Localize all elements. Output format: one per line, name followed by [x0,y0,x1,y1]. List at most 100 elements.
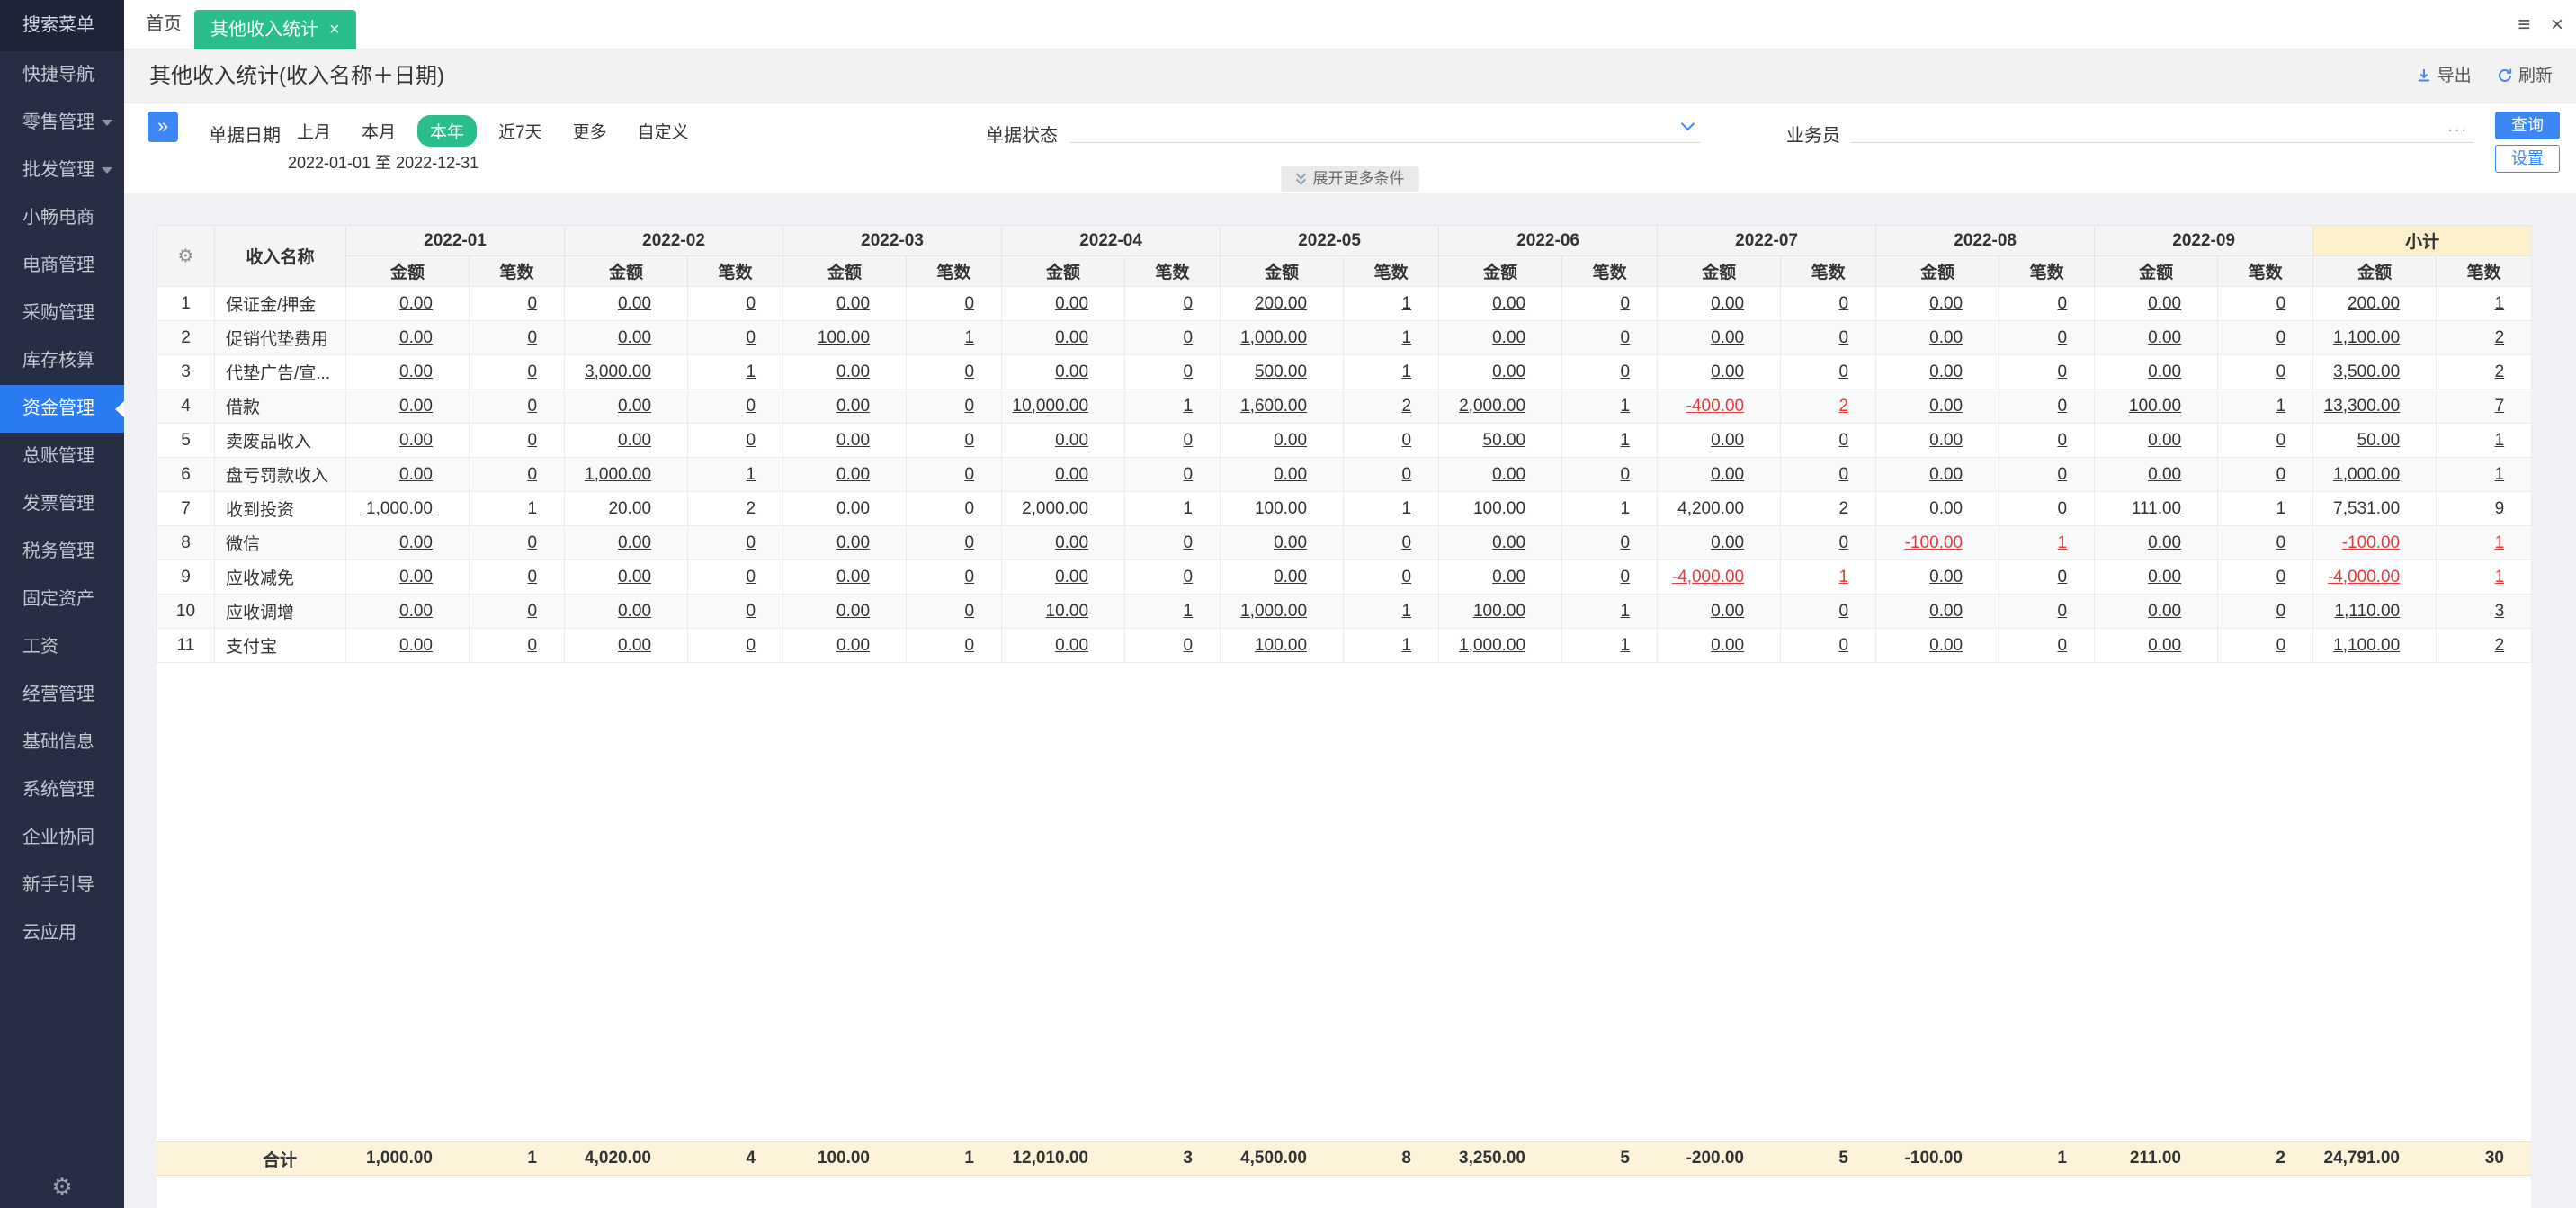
amount-cell[interactable]: 111.00 [2094,491,2219,526]
count-cell[interactable]: 0 [687,559,784,595]
count-link[interactable]: 1 [1183,498,1194,518]
amount-cell[interactable]: -4,000.00 [2312,559,2437,595]
count-link[interactable]: 0 [2057,430,2068,450]
amount-link[interactable]: 0.00 [1929,601,1963,621]
count-link[interactable]: 0 [746,532,756,552]
count-link[interactable]: 1 [2494,293,2505,313]
count-link[interactable]: 0 [964,532,975,552]
amount-link[interactable]: 0.00 [399,396,433,416]
amount-link[interactable]: 0.00 [2148,327,2182,347]
amount-link[interactable]: 0.00 [399,327,433,347]
amount-link[interactable]: 1,000.00 [366,498,433,518]
count-link[interactable]: 0 [1401,430,1412,450]
count-cell[interactable]: 7 [2436,389,2533,424]
count-cell[interactable]: 1 [1561,628,1659,663]
count-cell[interactable]: 0 [1124,354,1221,389]
amount-link[interactable]: 0.00 [836,635,871,655]
amount-link[interactable]: 0.00 [1929,396,1963,416]
count-link[interactable]: 0 [746,601,756,621]
count-link[interactable]: 0 [1620,567,1631,586]
count-link[interactable]: 0 [2057,601,2068,621]
tabbar-close-icon[interactable]: × [2550,13,2563,37]
count-cell[interactable]: 1 [2217,491,2314,526]
count-link[interactable]: 1 [2276,396,2286,416]
amount-cell[interactable]: -400.00 [1657,389,1782,424]
amount-link[interactable]: 0.00 [1711,601,1745,621]
amount-link[interactable]: 0.00 [618,396,652,416]
count-link[interactable]: 0 [964,498,975,518]
amount-link[interactable]: 0.00 [1055,327,1089,347]
salesman-more-icon[interactable]: ... [2447,116,2468,136]
amount-link[interactable]: 0.00 [2148,532,2182,552]
amount-link[interactable]: 0.00 [836,430,871,450]
count-link[interactable]: 0 [2276,293,2286,313]
amount-cell[interactable]: 0.00 [783,491,908,526]
quick-option-4[interactable]: 近7天 [498,123,542,142]
count-link[interactable]: 1 [2494,464,2505,484]
amount-link[interactable]: 10,000.00 [1012,396,1089,416]
count-cell[interactable]: 0 [906,525,1003,560]
amount-link[interactable]: 7,531.00 [2333,498,2401,518]
amount-cell[interactable]: 1,110.00 [2312,594,2437,629]
sidebar-search[interactable]: 搜索菜单 [0,0,124,51]
amount-cell[interactable]: 0.00 [1001,354,1126,389]
sidebar-item-17[interactable]: 企业协同 [0,814,124,862]
sidebar-item-8[interactable]: 资金管理 [0,385,124,433]
amount-cell[interactable]: 0.00 [2094,628,2219,663]
amount-cell[interactable]: 0.00 [1657,594,1782,629]
count-cell[interactable]: 0 [906,491,1003,526]
count-link[interactable]: 0 [1183,464,1194,484]
count-link[interactable]: 1 [2276,498,2286,518]
count-link[interactable]: 0 [527,293,538,313]
count-link[interactable]: 1 [964,327,975,347]
count-cell[interactable]: 0 [2217,286,2314,321]
count-cell[interactable]: 0 [468,559,566,595]
count-cell[interactable]: 0 [1999,457,2096,492]
amount-cell[interactable]: 2,000.00 [1001,491,1126,526]
amount-link[interactable]: 1,000.00 [1240,601,1308,621]
amount-cell[interactable]: 0.00 [564,389,689,424]
amount-link[interactable]: 0.00 [1055,567,1089,586]
amount-cell[interactable]: 0.00 [1001,286,1126,321]
amount-link[interactable]: 0.00 [399,567,433,586]
amount-cell[interactable]: 0.00 [1001,457,1126,492]
count-cell[interactable]: 0 [687,286,784,321]
count-cell[interactable]: 0 [2217,594,2314,629]
sidebar-item-16[interactable]: 系统管理 [0,766,124,814]
count-link[interactable]: 0 [1620,464,1631,484]
sidebar-item-19[interactable]: 云应用 [0,909,124,957]
count-cell[interactable]: 0 [1561,525,1659,560]
count-link[interactable]: 1 [1401,293,1412,313]
amount-cell[interactable]: 4,200.00 [1657,491,1782,526]
count-cell[interactable]: 1 [1999,525,2096,560]
refresh-button[interactable]: 刷新 [2496,67,2553,85]
count-link[interactable]: 0 [964,396,975,416]
count-cell[interactable]: 1 [468,491,566,526]
count-link[interactable]: 0 [2057,396,2068,416]
amount-cell[interactable]: 0.00 [2094,525,2219,560]
count-link[interactable]: 1 [2057,532,2068,552]
count-cell[interactable]: 9 [2436,491,2533,526]
amount-cell[interactable]: 0.00 [1220,525,1345,560]
amount-link[interactable]: 200.00 [1254,293,1308,313]
amount-cell[interactable]: 0.00 [2094,354,2219,389]
amount-cell[interactable]: 0.00 [564,594,689,629]
amount-cell[interactable]: 0.00 [1001,525,1126,560]
count-cell[interactable]: 0 [906,286,1003,321]
count-cell[interactable]: 0 [468,594,566,629]
count-cell[interactable]: 0 [1999,559,2096,595]
count-link[interactable]: 0 [1401,532,1412,552]
amount-cell[interactable]: 0.00 [1220,457,1345,492]
count-cell[interactable]: 2 [1780,491,1877,526]
amount-link[interactable]: 0.00 [1711,430,1745,450]
count-cell[interactable]: 0 [1999,423,2096,458]
count-link[interactable]: 0 [1620,293,1631,313]
count-link[interactable]: 0 [746,293,756,313]
amount-cell[interactable]: 100.00 [2094,389,2219,424]
amount-cell[interactable]: 200.00 [2312,286,2437,321]
count-link[interactable]: 0 [1183,293,1194,313]
amount-cell[interactable]: 0.00 [1657,354,1782,389]
count-cell[interactable]: 0 [906,389,1003,424]
count-link[interactable]: 2 [2494,635,2505,655]
amount-cell[interactable]: 0.00 [1875,286,2000,321]
